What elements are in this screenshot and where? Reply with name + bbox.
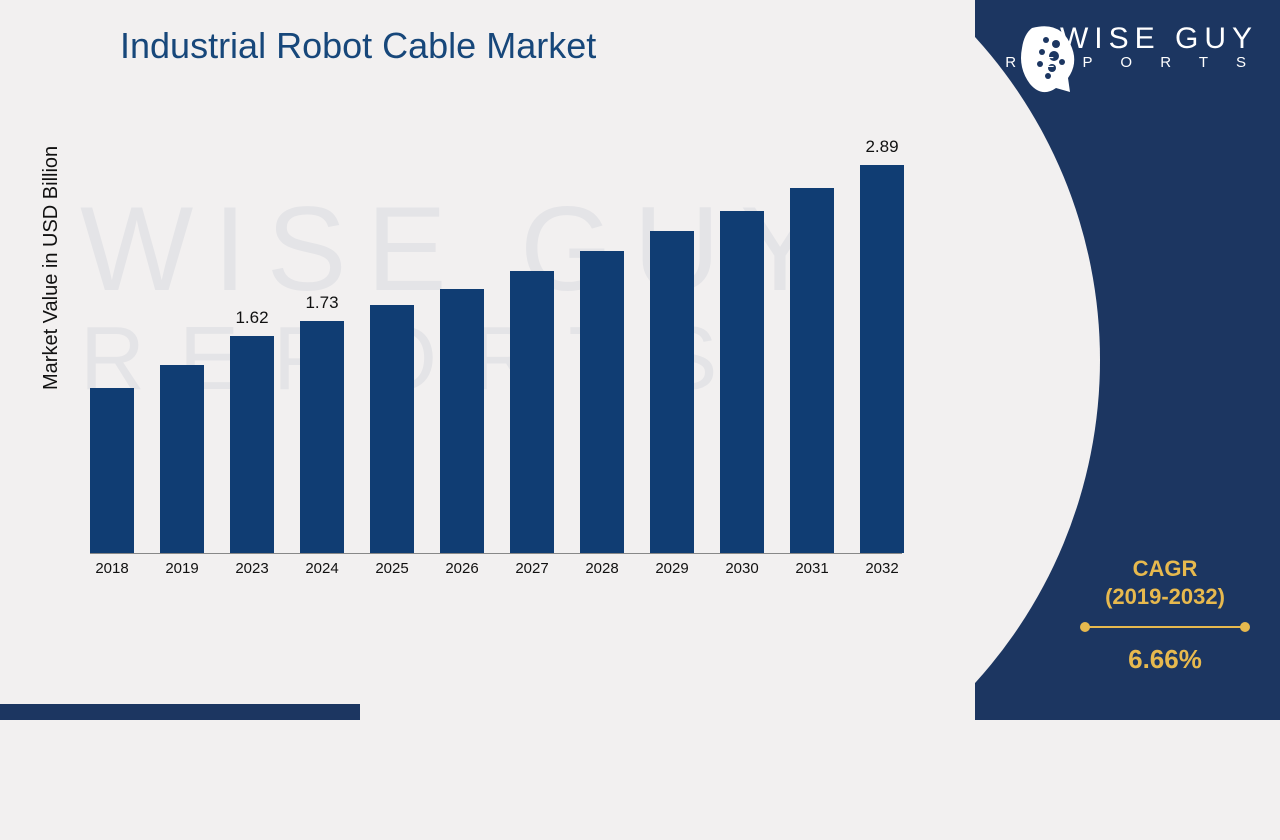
- logo-text: WISE GUY R E P O R T S: [1005, 22, 1258, 71]
- xtick-2018: 2018: [90, 560, 134, 577]
- xtick-2029: 2029: [650, 560, 694, 577]
- x-axis-line: [90, 553, 902, 554]
- bar-2028: [580, 251, 624, 553]
- logo-line2: R E P O R T S: [1005, 54, 1258, 71]
- xtick-2027: 2027: [510, 560, 554, 577]
- x-axis-labels: 2018 2019 2023 2024 2025 2026 2027 2028 2029 2030…: [90, 560, 902, 584]
- footer-accent-bar: [0, 704, 360, 720]
- cagr-box: CAGR (2019-2032) 6.66%: [1050, 556, 1280, 675]
- bar-2023: [230, 336, 274, 553]
- cagr-divider: [1085, 626, 1245, 628]
- xtick-2032: 2032: [860, 560, 904, 577]
- bar-2027: [510, 271, 554, 553]
- bar-value-2023: 1.62: [222, 308, 282, 328]
- bar-2025: [370, 305, 414, 553]
- xtick-2028: 2028: [580, 560, 624, 577]
- y-axis-label: Market Value in USD Billion: [40, 146, 63, 390]
- bar-2019: [160, 365, 204, 553]
- xtick-2025: 2025: [370, 560, 414, 577]
- xtick-2031: 2031: [790, 560, 834, 577]
- bar-2018: [90, 388, 134, 553]
- logo-line1: WISE GUY: [1005, 22, 1258, 56]
- bar-2024: [300, 321, 344, 553]
- cagr-label: CAGR: [1050, 556, 1280, 582]
- bar-2031: [790, 188, 834, 553]
- cagr-years: (2019-2032): [1050, 584, 1280, 610]
- chart-area: WISE GUY REPORTS Industrial Robot Cable …: [0, 0, 975, 720]
- chart-title: Industrial Robot Cable Market: [120, 25, 596, 67]
- xtick-2023: 2023: [230, 560, 274, 577]
- xtick-2024: 2024: [300, 560, 344, 577]
- bar-2026: [440, 289, 484, 553]
- xtick-2030: 2030: [720, 560, 764, 577]
- xtick-2019: 2019: [160, 560, 204, 577]
- xtick-2026: 2026: [440, 560, 484, 577]
- bar-2029: [650, 231, 694, 553]
- bar-2032: [860, 165, 904, 553]
- bar-2030: [720, 211, 764, 553]
- plot-region: 1.621.732.89: [90, 165, 902, 553]
- bar-value-2024: 1.73: [292, 293, 352, 313]
- bar-value-2032: 2.89: [852, 137, 912, 157]
- cagr-value: 6.66%: [1050, 644, 1280, 675]
